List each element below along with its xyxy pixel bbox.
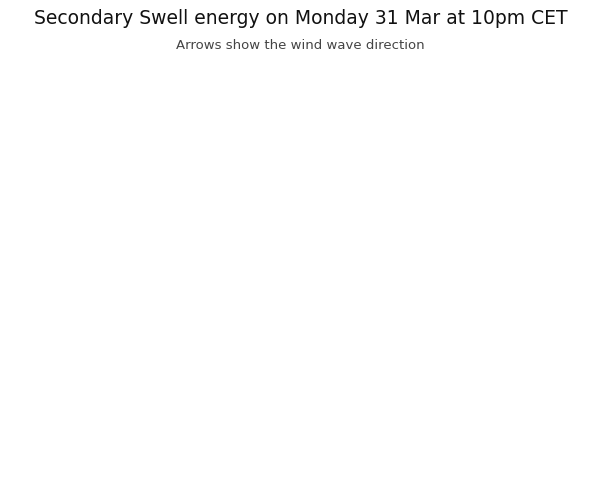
Text: cartopy required: cartopy required <box>219 272 382 290</box>
Text: Secondary Swell energy on Monday 31 Mar at 10pm CET: Secondary Swell energy on Monday 31 Mar … <box>34 9 567 28</box>
Text: Arrows show the wind wave direction: Arrows show the wind wave direction <box>176 39 425 52</box>
